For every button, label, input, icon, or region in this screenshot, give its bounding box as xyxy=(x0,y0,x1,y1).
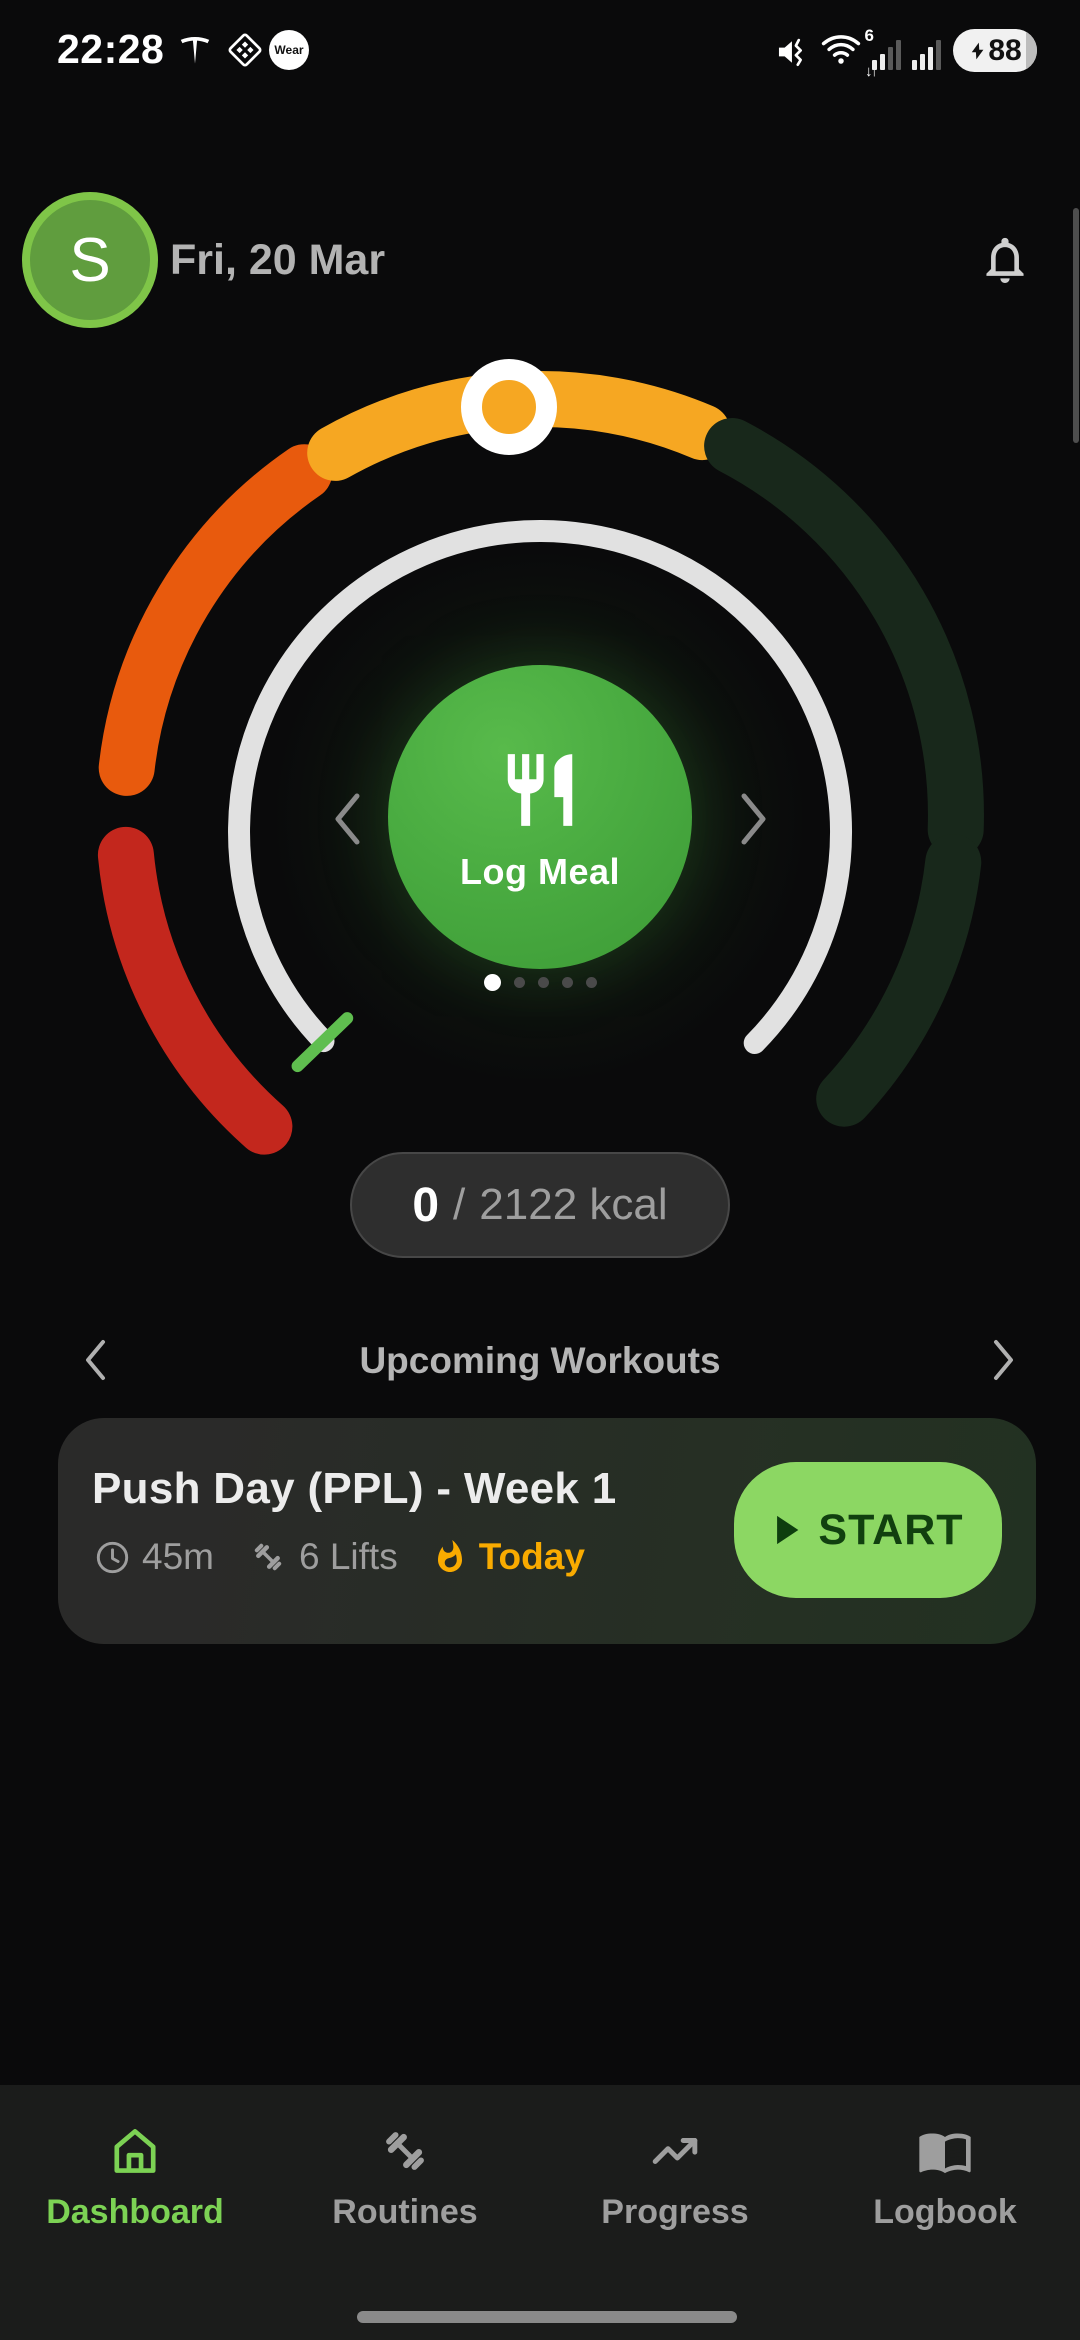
nav-item-routines[interactable]: Routines xyxy=(270,2123,540,2232)
gauge-handle-marker[interactable] xyxy=(461,359,557,455)
pagination-dot[interactable] xyxy=(561,977,573,988)
nav-item-logbook[interactable]: Logbook xyxy=(810,2123,1080,2232)
calories-consumed: 0 xyxy=(412,1178,440,1232)
duration-item: 45m xyxy=(94,1536,214,1578)
watch-diamond-icon xyxy=(228,33,262,67)
status-bar: 22:28 Wear 6 ↓↑ xyxy=(0,0,1080,82)
avatar[interactable]: S xyxy=(22,192,158,328)
wifi-generation-label: 6 xyxy=(864,26,874,45)
duration-label: 45m xyxy=(142,1536,214,1577)
nav-label-routines: Routines xyxy=(332,2193,478,2231)
pagination-dot[interactable] xyxy=(537,977,549,988)
scrollbar-thumb[interactable] xyxy=(1073,208,1079,443)
gauge-zone-orange xyxy=(98,444,333,796)
battery-level-cap xyxy=(1026,29,1037,72)
carousel-prev-icon[interactable] xyxy=(330,790,364,848)
signal-bars-sim1-icon xyxy=(872,40,901,70)
nav-item-dashboard[interactable]: Dashboard xyxy=(0,2123,270,2232)
nav-item-progress[interactable]: Progress xyxy=(540,2123,810,2232)
charging-bolt-icon xyxy=(972,42,984,59)
workout-meta-row: 45m 6 Lifts Today xyxy=(94,1536,585,1578)
flame-icon xyxy=(437,1540,462,1572)
carousel-next-icon[interactable] xyxy=(737,790,771,848)
calorie-summary-pill[interactable]: 0 / 2122 kcal xyxy=(350,1152,730,1258)
calories-separator: / xyxy=(453,1180,466,1229)
gauge-progress-track xyxy=(228,520,853,1054)
schedule-item: Today xyxy=(432,1536,585,1578)
battery-percent: 88 xyxy=(988,33,1022,67)
avatar-initial: S xyxy=(69,225,111,295)
play-icon xyxy=(777,1515,799,1545)
nav-label-progress: Progress xyxy=(601,2193,749,2231)
pagination-dot-active[interactable] xyxy=(483,974,501,991)
upcoming-prev-icon[interactable] xyxy=(82,1338,108,1382)
wifi-icon: 6 ↓↑ xyxy=(818,26,878,80)
log-meal-button[interactable]: Log Meal xyxy=(388,665,692,969)
log-meal-label: Log Meal xyxy=(459,851,620,892)
upcoming-workouts-title: Upcoming Workouts xyxy=(359,1340,721,1381)
pagination-dot[interactable] xyxy=(585,977,597,988)
lifts-label: 6 Lifts xyxy=(298,1536,398,1577)
upcoming-next-icon[interactable] xyxy=(991,1338,1017,1382)
tesla-logo-icon xyxy=(180,37,210,64)
workout-card[interactable]: Push Day (PPL) - Week 1 45m 6 Lifts xyxy=(58,1418,1036,1644)
start-workout-button[interactable]: START xyxy=(734,1462,1002,1598)
calories-target: 2122 kcal xyxy=(479,1180,668,1229)
bottom-navigation: Dashboard Routines Progress Logbook xyxy=(0,2085,1080,2340)
restaurant-icon xyxy=(507,754,573,826)
logbook-book-icon xyxy=(919,2133,971,2174)
clock-icon xyxy=(96,1541,129,1573)
battery-indicator: 88 xyxy=(953,29,1037,72)
schedule-badge: Today xyxy=(478,1536,585,1577)
calorie-gauge xyxy=(97,359,984,1155)
wear-os-label: Wear xyxy=(274,43,304,57)
trending-up-icon xyxy=(652,2138,698,2164)
signal-bars-sim2-icon xyxy=(912,40,941,70)
wear-os-badge: Wear xyxy=(269,30,309,70)
sound-muted-icon xyxy=(778,38,802,67)
start-label: START xyxy=(818,1505,964,1554)
page-date: Fri, 20 Mar xyxy=(170,236,386,284)
dumbbell-icon xyxy=(254,1543,282,1571)
dumbbell-icon xyxy=(386,2132,424,2170)
home-icon xyxy=(114,2129,156,2173)
notifications-bell-icon[interactable] xyxy=(978,232,1032,288)
nav-label-logbook: Logbook xyxy=(873,2193,1017,2231)
gauge-zone-red xyxy=(97,826,293,1155)
carousel-pagination[interactable] xyxy=(0,974,1080,991)
gesture-handle[interactable] xyxy=(357,2311,737,2323)
gauge-zone-green-upper xyxy=(704,418,984,858)
gauge-zone-green-lower xyxy=(816,834,982,1127)
nav-label-dashboard: Dashboard xyxy=(46,2193,224,2231)
lifts-item: 6 Lifts xyxy=(248,1536,398,1578)
gauge-progress-tick xyxy=(291,1012,354,1073)
workout-title: Push Day (PPL) - Week 1 xyxy=(92,1464,617,1513)
clock-time: 22:28 xyxy=(57,26,165,72)
pagination-dot[interactable] xyxy=(513,977,525,988)
